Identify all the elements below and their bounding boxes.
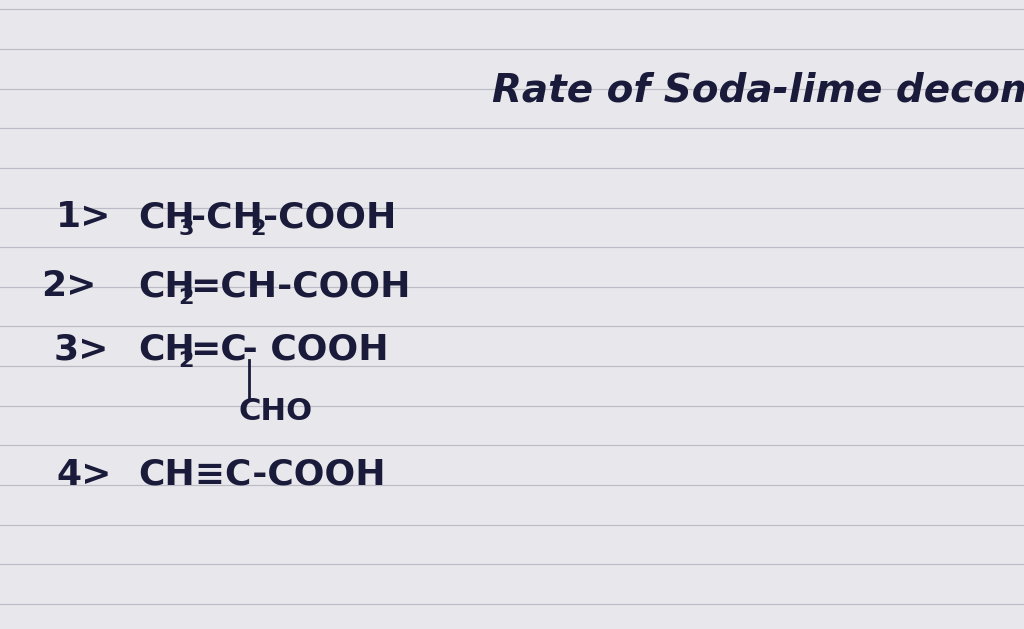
Text: CH≡C-COOH: CH≡C-COOH [138, 458, 386, 492]
Text: 2: 2 [178, 351, 194, 370]
Text: CH: CH [138, 269, 195, 303]
Text: CH: CH [138, 200, 195, 234]
Text: =CH-COOH: =CH-COOH [190, 269, 411, 303]
Text: CHO: CHO [239, 398, 312, 426]
Text: 4>: 4> [56, 458, 112, 492]
Text: 1>: 1> [56, 200, 112, 234]
Text: 2: 2 [178, 288, 194, 308]
Text: 3>: 3> [53, 332, 109, 366]
Text: 2: 2 [251, 219, 266, 238]
Text: -COOH: -COOH [263, 200, 396, 234]
Text: Rate of Soda-lime decomposition.: Rate of Soda-lime decomposition. [492, 72, 1024, 110]
Text: CH: CH [138, 332, 195, 366]
Text: 3: 3 [178, 219, 194, 238]
Text: -CH: -CH [190, 200, 262, 234]
Text: - COOH: - COOH [230, 332, 389, 366]
Text: =C: =C [190, 332, 248, 366]
Text: 2>: 2> [41, 269, 96, 303]
